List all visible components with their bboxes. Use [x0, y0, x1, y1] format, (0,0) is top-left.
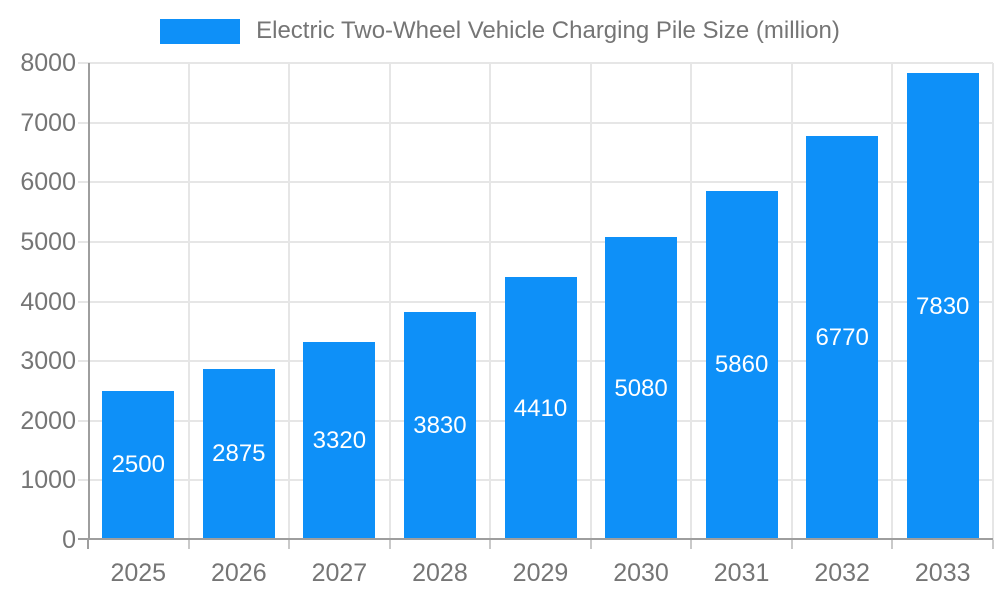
bar-2030[interactable]: 5080: [605, 237, 678, 540]
x-tick-label: 2030: [613, 559, 669, 587]
y-tick-label: 8000: [20, 49, 76, 77]
x-tick-label: 2025: [110, 559, 167, 587]
x-tick-label: 2033: [914, 559, 971, 587]
x-gridline: [589, 63, 592, 540]
y-tick-label: 0: [62, 526, 76, 554]
bar-value-label: 2875: [212, 440, 266, 468]
y-tick-label: 6000: [20, 168, 76, 197]
x-gridline: [891, 63, 894, 540]
y-tick-label: 7000: [20, 108, 76, 137]
x-gridline: [790, 63, 793, 540]
x-tick-label: 2027: [311, 559, 368, 587]
y-tick-label: 5000: [20, 227, 76, 256]
x-gridline: [489, 63, 492, 540]
bar-2029[interactable]: 4410: [504, 277, 577, 540]
x-axis-tick: [790, 540, 793, 549]
legend-swatch: [160, 18, 241, 44]
legend: Electric Two-Wheel Vehicle Charging Pile…: [0, 17, 1000, 45]
bar-2033[interactable]: 7830: [906, 73, 979, 540]
x-axis-tick: [690, 540, 693, 549]
y-axis-line: [88, 63, 90, 540]
x-tick-label: 2032: [814, 559, 870, 587]
x-tick-label: 2026: [211, 559, 267, 587]
bar-2032[interactable]: 6770: [806, 136, 879, 540]
bar-2025[interactable]: 2500: [102, 390, 175, 540]
bar-value-label: 6770: [815, 324, 869, 352]
x-gridline: [187, 63, 190, 540]
bar-2028[interactable]: 3830: [403, 311, 476, 540]
x-axis-tick: [992, 540, 994, 549]
x-axis-line: [78, 538, 993, 540]
x-gridline: [690, 63, 693, 540]
y-tick-label: 1000: [20, 466, 76, 495]
bar-value-label: 2500: [111, 451, 165, 479]
bar-value-label: 3830: [413, 411, 467, 439]
plot-area: 2500 2875 3320 3830 4410 5080 5860 6770 7830: [78, 62, 994, 549]
x-axis-tick: [589, 540, 592, 549]
bar-value-label: 3320: [312, 427, 367, 455]
y-gridline: [78, 181, 993, 184]
x-gridline: [388, 63, 391, 540]
x-axis-tick: [187, 540, 190, 549]
bar-2026[interactable]: 2875: [202, 368, 275, 540]
x-tick-label: 2029: [512, 559, 569, 587]
bar-value-label: 5860: [714, 351, 769, 379]
x-axis-tick: [489, 540, 492, 549]
bar-value-label: 4410: [513, 394, 568, 422]
y-gridline: [78, 240, 993, 243]
legend-label: Electric Two-Wheel Vehicle Charging Pile…: [256, 17, 840, 44]
bar-2031[interactable]: 5860: [705, 190, 778, 540]
bar-2027[interactable]: 3320: [303, 342, 376, 540]
x-gridline: [288, 63, 291, 540]
y-tick-label: 2000: [20, 406, 76, 435]
x-axis-tick: [87, 540, 89, 549]
y-tick-label: 3000: [20, 347, 76, 376]
x-gridline: [992, 63, 994, 540]
x-axis-tick: [891, 540, 894, 549]
y-gridline: [78, 121, 993, 124]
x-tick-label: 2031: [713, 559, 770, 587]
x-axis-tick: [288, 540, 291, 549]
bar-value-label: 5080: [614, 374, 668, 402]
y-tick-label: 4000: [20, 287, 76, 316]
y-gridline: [78, 62, 993, 64]
x-axis-tick: [388, 540, 391, 549]
x-tick-label: 2028: [412, 559, 468, 587]
bar-value-label: 7830: [916, 292, 970, 320]
